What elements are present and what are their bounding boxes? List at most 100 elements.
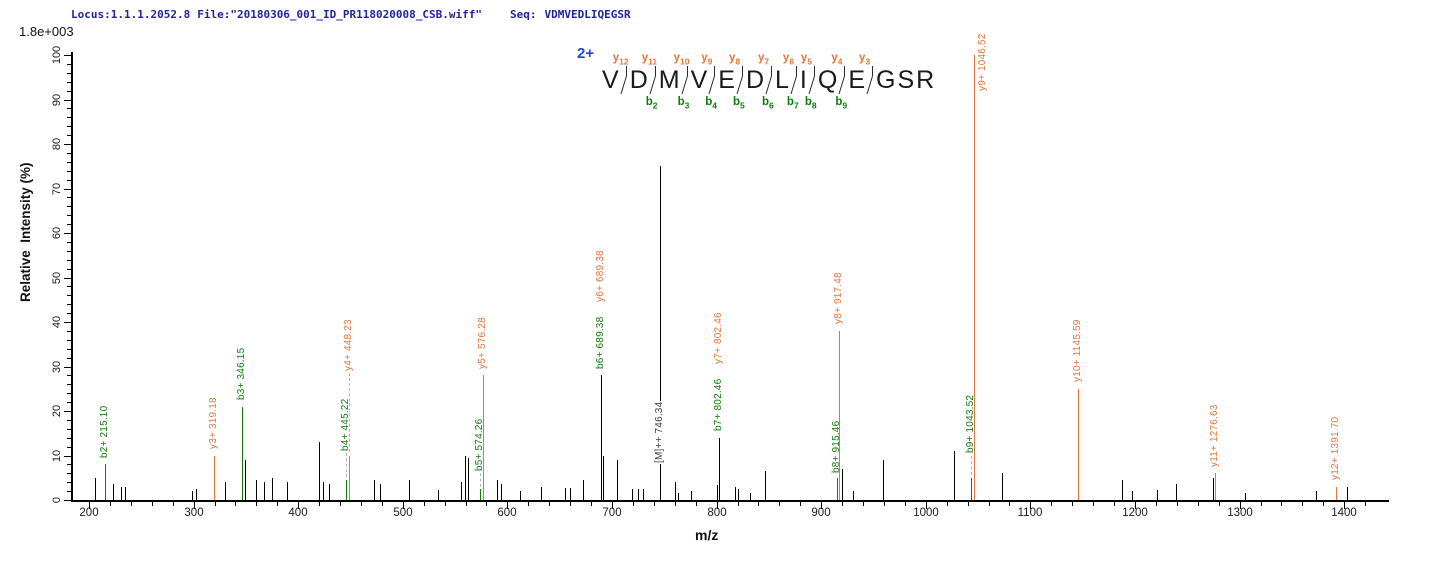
y-tick	[67, 304, 71, 305]
peak-line	[192, 491, 193, 500]
peak-line	[837, 478, 838, 500]
x-tick	[989, 502, 990, 506]
peak-label: b6+ 689.38	[595, 316, 606, 369]
peak-line	[520, 491, 521, 500]
peak-label: b8+ 915.46	[831, 420, 842, 473]
cleavage-marker: y8 b5	[729, 52, 745, 110]
x-tick-label: 200	[79, 507, 99, 519]
y-tick-label: 50	[51, 271, 63, 285]
peak-line	[660, 166, 661, 500]
residue: M	[658, 66, 680, 94]
x-axis-title: m/z	[695, 527, 719, 543]
y-tick	[67, 269, 71, 270]
x-tick	[1198, 502, 1199, 506]
peak-line	[468, 458, 469, 500]
peak-line	[719, 438, 720, 500]
x-tick	[926, 502, 927, 509]
x-tick	[1323, 502, 1324, 506]
peak-line	[501, 484, 502, 500]
y-ion-label: y12	[612, 52, 629, 67]
y-tick-label: 100	[51, 45, 63, 65]
peak-line	[601, 375, 602, 500]
x-tick	[884, 502, 885, 506]
y-tick	[64, 144, 71, 145]
y-ion-label: y6	[782, 52, 795, 67]
y-tick	[67, 206, 71, 207]
peak-line	[839, 331, 840, 500]
residue: D	[745, 66, 765, 94]
x-tick	[1009, 502, 1010, 506]
x-tick	[298, 502, 299, 509]
label-leader-dash	[480, 473, 481, 487]
cleavage-slash-icon	[808, 66, 815, 95]
y-tick	[64, 233, 71, 234]
peak-label: b2+ 215.10	[99, 405, 110, 458]
x-tick	[1051, 502, 1052, 506]
b-ion-label: b8	[804, 96, 817, 111]
peak-line	[974, 55, 975, 500]
peak-line	[750, 493, 751, 500]
y-axis-line	[71, 52, 73, 502]
x-tick	[382, 502, 383, 506]
x-tick-label: 600	[497, 507, 517, 519]
y-ion-label: y7	[758, 52, 770, 67]
cleavage-marker: y12	[613, 52, 629, 95]
peak-line	[675, 482, 676, 500]
y-tick	[67, 215, 71, 216]
y-tick	[67, 171, 71, 172]
x-tick	[821, 502, 822, 509]
y-tick-label: 20	[51, 404, 63, 418]
x-tick	[1030, 502, 1031, 509]
y-tick	[67, 260, 71, 261]
cleavage-slash-icon	[736, 66, 743, 95]
cleavage-marker: y3	[859, 52, 875, 95]
y-tick	[67, 313, 71, 314]
residue: V	[602, 66, 619, 94]
x-tick-label: 1000	[913, 507, 939, 519]
x-tick-label: 800	[707, 507, 727, 519]
peak-label: y3+ 319.18	[208, 397, 219, 449]
x-tick	[152, 502, 153, 506]
y-tick	[67, 91, 71, 92]
x-tick	[968, 502, 969, 506]
peak-line	[603, 456, 604, 500]
peak-line	[95, 478, 96, 500]
b-ion-label: b6	[762, 96, 774, 111]
x-tick	[1344, 502, 1345, 509]
label-leader-dash	[346, 453, 347, 477]
x-tick	[424, 502, 425, 506]
peak-line	[541, 487, 542, 500]
b-ion-label: b7	[786, 96, 799, 111]
peak-line	[1245, 493, 1246, 500]
peak-line	[121, 487, 122, 500]
peak-line	[461, 482, 462, 500]
y-tick	[67, 331, 71, 332]
y-tick-label: 30	[51, 360, 63, 374]
peak-line	[570, 488, 571, 500]
x-tick-label: 400	[288, 507, 308, 519]
peak-line	[1316, 491, 1317, 500]
x-tick	[110, 502, 111, 506]
y-tick-label: 90	[51, 93, 63, 107]
x-tick	[1156, 502, 1157, 506]
y-tick	[67, 242, 71, 243]
x-tick	[89, 502, 90, 509]
x-tick	[131, 502, 132, 506]
peak-label: y4+ 448.23	[343, 319, 354, 371]
y-tick	[67, 295, 71, 296]
peak-label: y5+ 576.28	[477, 317, 488, 369]
y-tick	[67, 286, 71, 287]
peak-line	[374, 480, 375, 500]
y-tick	[67, 420, 71, 421]
locus-id: Locus:1.1.1.2052.8	[71, 8, 191, 21]
x-tick-label: 1100	[1017, 507, 1043, 519]
x-tick	[466, 502, 467, 506]
peak-line	[497, 480, 498, 500]
y-tick	[67, 340, 71, 341]
residue: E	[848, 66, 866, 94]
peak-line	[738, 489, 739, 500]
peak-line	[678, 493, 679, 500]
x-tick	[173, 502, 174, 506]
cleavage-marker: y4 b9	[831, 52, 847, 110]
